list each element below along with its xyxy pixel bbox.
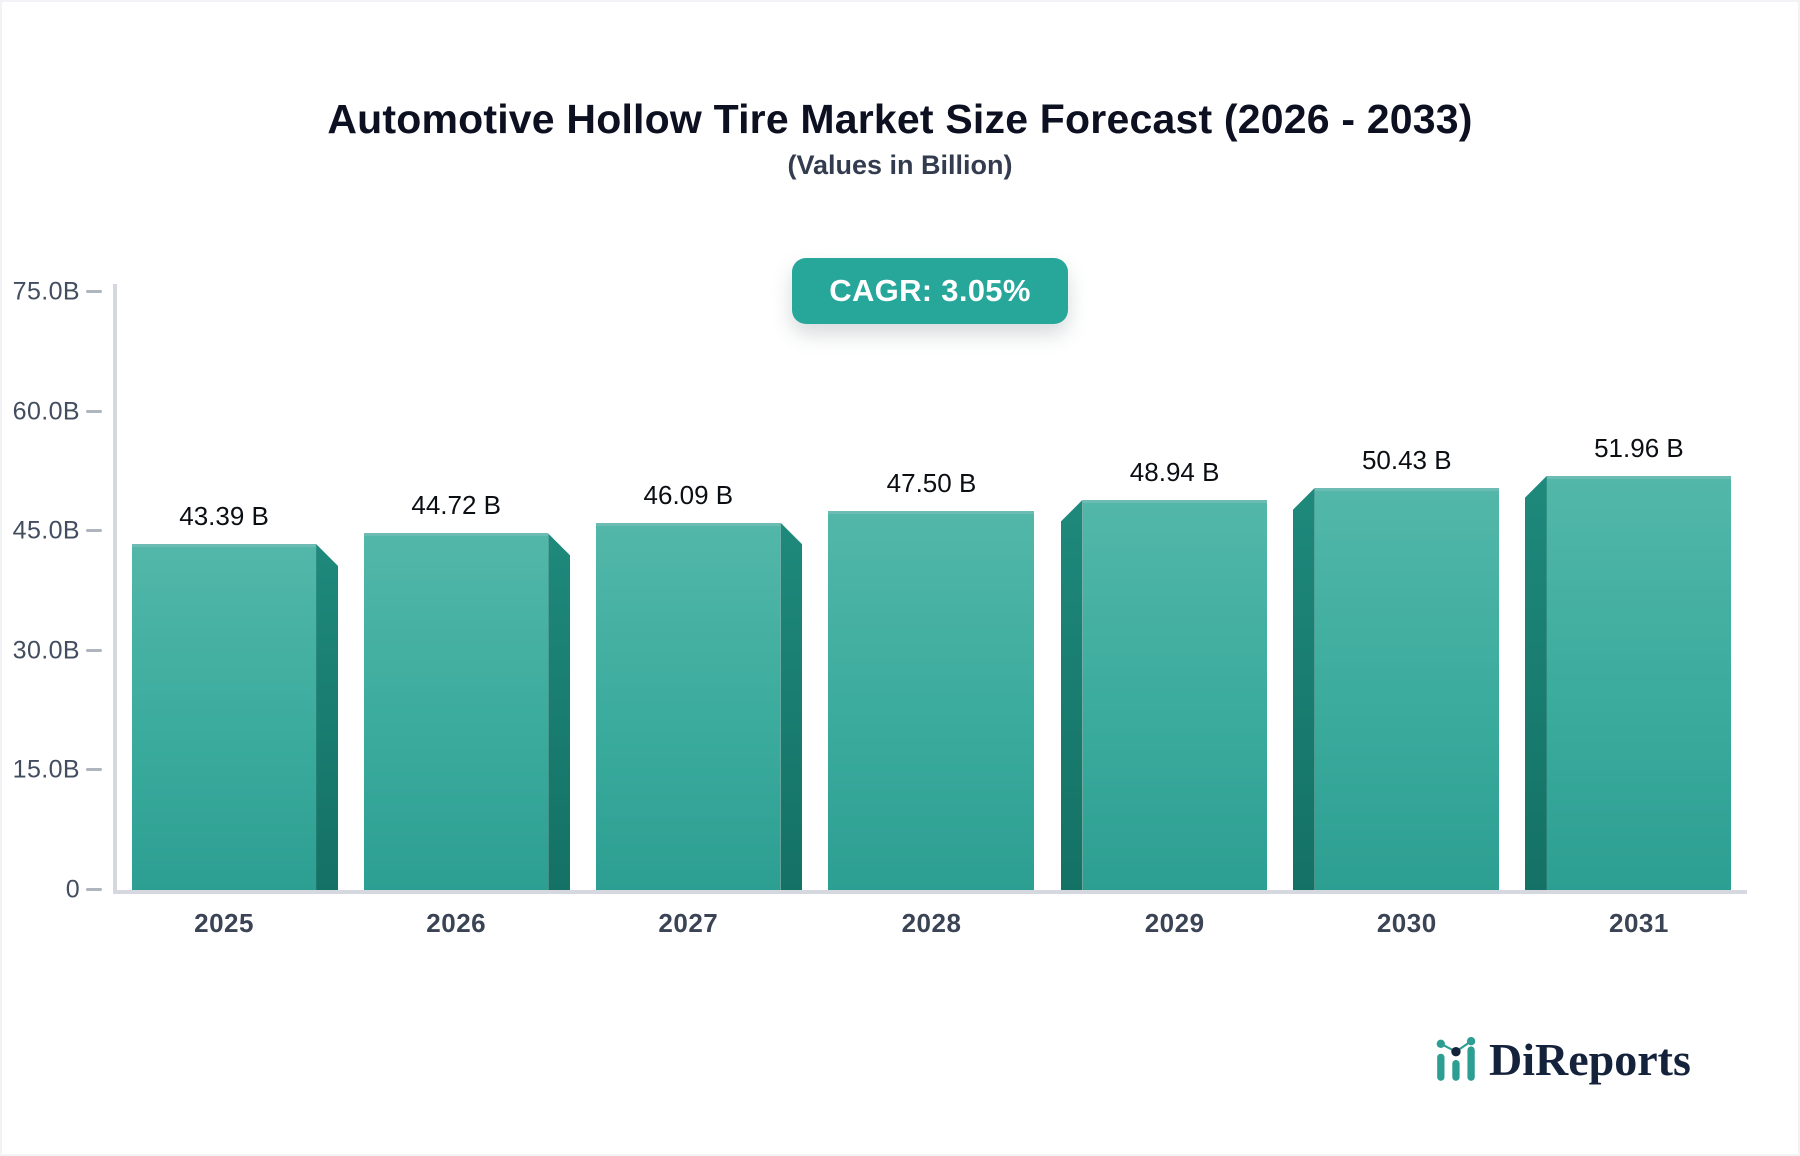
bar-3d-side-face xyxy=(316,544,339,890)
x-axis-label-2031: 2031 xyxy=(1608,908,1669,938)
x-axis-label-2028: 2028 xyxy=(901,908,962,938)
y-axis-tick-label: 75.0B xyxy=(12,277,80,306)
bar-2030: 50.43 B xyxy=(1292,445,1499,890)
bar-value-label-2025: 43.39 B xyxy=(179,501,269,532)
bar-front-face xyxy=(1314,487,1499,890)
y-axis-tick-label: 45.0B xyxy=(12,516,80,545)
bar-group-2027: 46.09 B 2027 xyxy=(583,292,815,938)
bar-3d-side-face xyxy=(1060,499,1083,890)
y-axis-tick-mark xyxy=(86,409,102,413)
bar-3d-side-face xyxy=(780,522,803,890)
y-axis-tick-mark xyxy=(86,888,102,891)
bar-front-face xyxy=(828,511,1035,890)
bar-2031: 51.96 B xyxy=(1524,433,1731,890)
bar-front-face xyxy=(364,533,549,890)
bar-value-label-2028: 47.50 B xyxy=(886,468,977,499)
plot-area: 43.39 B 2025 44.72 B 2026 46.09 B 2027 47.50 B… xyxy=(119,292,1744,938)
bar-3d-side-face xyxy=(548,533,571,890)
chart-title: Automotive Hollow Tire Market Size Forec… xyxy=(327,96,1473,142)
brand-name: DiReports xyxy=(1489,1034,1691,1085)
bar-group-2031: 51.96 B 2031 xyxy=(1512,292,1744,938)
y-axis-tick-mark xyxy=(86,648,102,652)
bar-value-label-2031: 51.96 B xyxy=(1594,432,1684,463)
y-axis-tick-label: 60.0B xyxy=(12,397,80,426)
bar-2029: 48.94 B xyxy=(1060,457,1267,890)
bar-group-2025: 43.39 B 2025 xyxy=(119,292,351,938)
y-axis-tick-label: 30.0B xyxy=(12,636,80,665)
x-axis-label-2029: 2029 xyxy=(1144,908,1205,938)
bar-3d-side-face xyxy=(1292,487,1315,890)
y-axis-tick-label: 15.0B xyxy=(12,755,80,784)
y-axis-tick-label: 0 xyxy=(65,875,80,904)
bar-group-2029: 48.94 B 2029 xyxy=(1048,292,1280,938)
bar-2028: 47.50 B xyxy=(828,468,1035,890)
x-axis-label-2030: 2030 xyxy=(1376,908,1437,938)
bar-front-face xyxy=(596,522,781,890)
cagr-badge-label: CAGR: 3.05% xyxy=(829,273,1031,308)
bar-front-face xyxy=(1082,499,1267,890)
cagr-badge: CAGR: 3.05% xyxy=(792,258,1068,324)
x-axis-label-2027: 2027 xyxy=(658,908,719,938)
bar-line-chart-logo-icon xyxy=(1436,1037,1476,1081)
y-axis-tick-mark xyxy=(86,768,102,772)
bar-2025: 43.39 B xyxy=(132,501,339,890)
bar-2026: 44.72 B xyxy=(364,490,571,890)
bar-group-2026: 44.72 B 2026 xyxy=(351,292,583,938)
y-axis-tick-mark xyxy=(86,529,102,533)
bar-front-face xyxy=(132,544,317,890)
y-axis-ticks: 75.0B 60.0B 45.0B 30.0B 15.0B 0 xyxy=(2,278,110,904)
y-axis-line xyxy=(113,284,117,894)
bar-value-label-2029: 48.94 B xyxy=(1129,456,1220,487)
y-axis-tick-mark xyxy=(86,290,102,293)
bar-group-2030: 50.43 B 2030 xyxy=(1280,292,1512,938)
bar-front-face xyxy=(1546,475,1731,890)
bar-value-label-2026: 44.72 B xyxy=(411,490,502,521)
bar-group-2028: 47.50 B 2028 xyxy=(815,292,1047,938)
x-axis-line xyxy=(113,890,1747,894)
bar-value-label-2030: 50.43 B xyxy=(1361,444,1452,475)
bar-value-label-2027: 46.09 B xyxy=(643,479,734,510)
chart-subtitle: (Values in Billion) xyxy=(787,150,1013,180)
x-axis-label-2025: 2025 xyxy=(194,908,254,938)
bar-2027: 46.09 B xyxy=(596,480,803,890)
brand-logo: DiReports xyxy=(1434,1036,1691,1084)
bar-3d-side-face xyxy=(1524,475,1547,890)
x-axis-label-2026: 2026 xyxy=(426,908,487,938)
